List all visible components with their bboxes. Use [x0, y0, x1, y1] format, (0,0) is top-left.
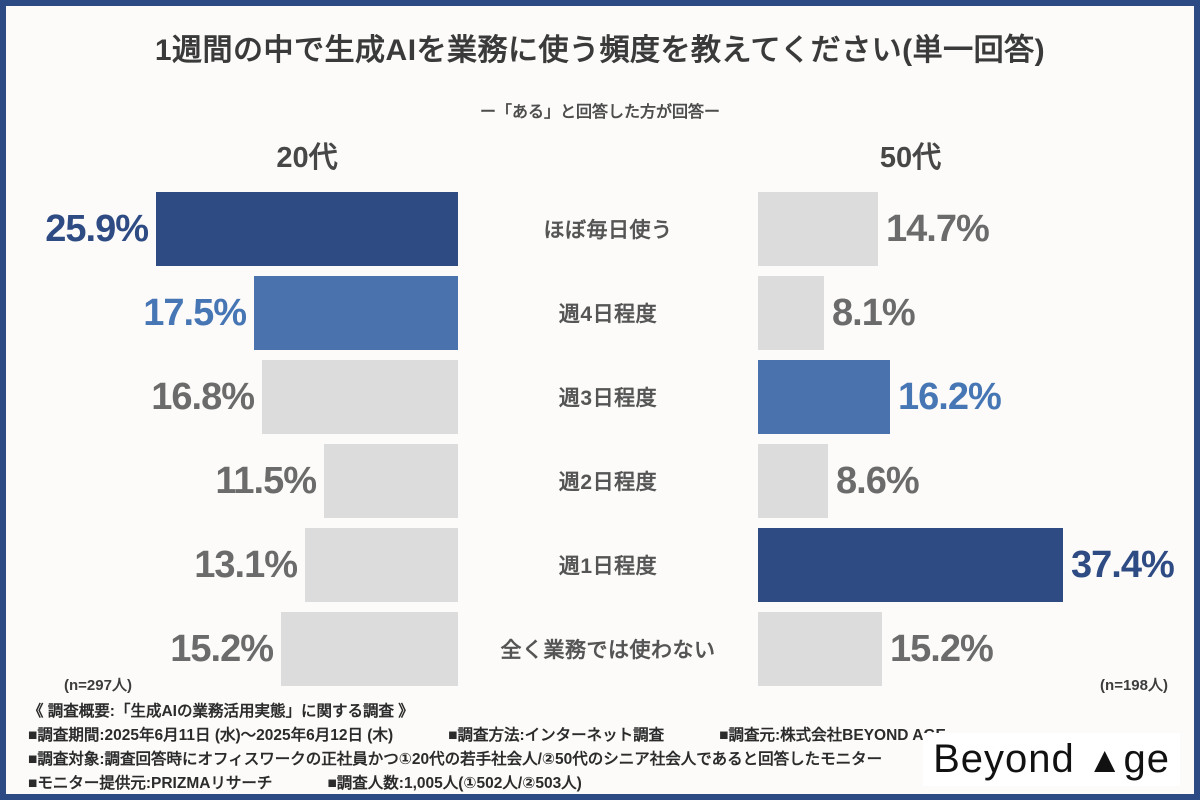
value-label-20s: 11.5%: [215, 459, 317, 502]
logo-text-prefix: Beyond: [933, 737, 1087, 781]
bar-20s: [254, 276, 458, 350]
category-label: 週3日程度: [558, 387, 658, 410]
bar-cell-50s: 16.2%: [758, 360, 1174, 434]
bar-cell-20s: 25.9%: [28, 192, 458, 266]
footer-line: ■調査期間:2025年6月11日 (水)〜2025年6月12日 (木) ■調査方法…: [28, 726, 1172, 745]
bar-50s: [758, 276, 824, 350]
category-label: 週1日程度: [558, 555, 658, 578]
bar-50s: [758, 444, 828, 518]
footer-segment: ■調査人数:1,005人(①502人/②503人): [327, 775, 582, 792]
bar-cell-20s: 13.1%: [28, 528, 458, 602]
bar-20s: [262, 360, 458, 434]
value-label-50s: 37.4%: [1071, 543, 1175, 586]
bar-cell-20s: 16.8%: [28, 360, 458, 434]
group-header-20s: 20代: [276, 142, 338, 174]
value-label-20s: 17.5%: [143, 291, 247, 334]
value-label-20s: 15.2%: [170, 627, 274, 670]
bar-50s: [758, 612, 882, 686]
category-label: 週2日程度: [558, 471, 658, 494]
category-cell: 週4日程度: [458, 276, 758, 350]
logo-text-suffix: ge: [1123, 737, 1170, 781]
bar-cell-50s: 8.6%: [758, 444, 1174, 518]
value-label-50s: 8.6%: [836, 459, 920, 502]
bar-50s: [758, 360, 890, 434]
bar-cell-50s: 15.2%: [758, 612, 1174, 686]
category-cell: 全く業務では使わない: [458, 612, 758, 686]
beyond-age-logo: Beyond ▲ge: [923, 733, 1180, 786]
chart-subtitle: ー「ある」と回答した方が回答ー: [479, 104, 720, 121]
bar-50s: [758, 192, 878, 266]
value-label-50s: 8.1%: [832, 291, 916, 334]
bar-chart: 25.9% ほぼ毎日使う 14.7% 17.5% 週4日程度 8.1% 16.8% 週3日程度…: [28, 192, 1175, 686]
category-label: 週4日程度: [558, 303, 658, 326]
bar-cell-50s: 37.4%: [758, 528, 1175, 602]
survey-overview-footer: 《 調査概要:「生成AIの業務活用実態」に関する調査 》 ■調査期間:2025年6…: [28, 702, 1172, 793]
bar-cell-50s: 8.1%: [758, 276, 1174, 350]
bar-20s: [156, 192, 458, 266]
bar-cell-20s: 17.5%: [28, 276, 458, 350]
logo-triangle-icon: ▲: [1086, 739, 1124, 780]
bar-20s: [305, 528, 458, 602]
footer-line: ■モニター提供元:PRIZMAリサーチ ■調査人数:1,005人(①502人/②5…: [28, 774, 1172, 793]
footer-segment: ■調査元:株式会社BEYOND AGE: [719, 727, 946, 744]
page: 1週間の中で生成AIを業務に使う頻度を教えてください(単一回答) ー「ある」と回…: [6, 6, 1194, 794]
category-label: 全く業務では使わない: [500, 639, 716, 662]
bar-cell-20s: 11.5%: [28, 444, 458, 518]
footer-line: ■調査対象:調査回答時にオフィスワークの正社員かつ①20代の若手社会人/②50代…: [28, 750, 1172, 769]
category-cell: 週3日程度: [458, 360, 758, 434]
sample-size-50s: (n=198人): [1100, 677, 1168, 694]
bar-20s: [281, 612, 458, 686]
footer-segment: ■調査方法:インターネット調査: [448, 727, 665, 744]
bar-cell-50s: 14.7%: [758, 192, 1174, 266]
value-label-20s: 13.1%: [194, 543, 298, 586]
sample-size-20s: (n=297人): [64, 677, 132, 694]
bar-50s: [758, 528, 1063, 602]
footer-segment: 《 調査概要:「生成AIの業務活用実態」に関する調査 》: [28, 703, 414, 720]
value-label-50s: 15.2%: [890, 627, 994, 670]
group-headers: 20代 50代: [28, 138, 1172, 178]
bar-cell-20s: 15.2%: [28, 612, 458, 686]
value-label-20s: 25.9%: [45, 207, 149, 250]
footer-segment: ■調査期間:2025年6月11日 (水)〜2025年6月12日 (木): [28, 727, 394, 744]
group-header-50s: 50代: [879, 142, 942, 174]
value-label-50s: 16.2%: [898, 375, 1002, 418]
category-cell: ほぼ毎日使う: [458, 192, 758, 266]
value-label-50s: 14.7%: [886, 207, 990, 250]
footer-segment: ■モニター提供元:PRIZMAリサーチ: [28, 775, 273, 792]
bar-20s: [324, 444, 458, 518]
footer-segment: ■調査対象:調査回答時にオフィスワークの正社員かつ①20代の若手社会人/②50代…: [28, 751, 883, 768]
value-label-20s: 16.8%: [151, 375, 255, 418]
chart-title: 1週間の中で生成AIを業務に使う頻度を教えてください(単一回答): [154, 34, 1046, 67]
category-label: ほぼ毎日使う: [543, 219, 673, 242]
footer-line: 《 調査概要:「生成AIの業務活用実態」に関する調査 》: [28, 702, 1172, 721]
category-cell: 週2日程度: [458, 444, 758, 518]
category-cell: 週1日程度: [458, 528, 758, 602]
